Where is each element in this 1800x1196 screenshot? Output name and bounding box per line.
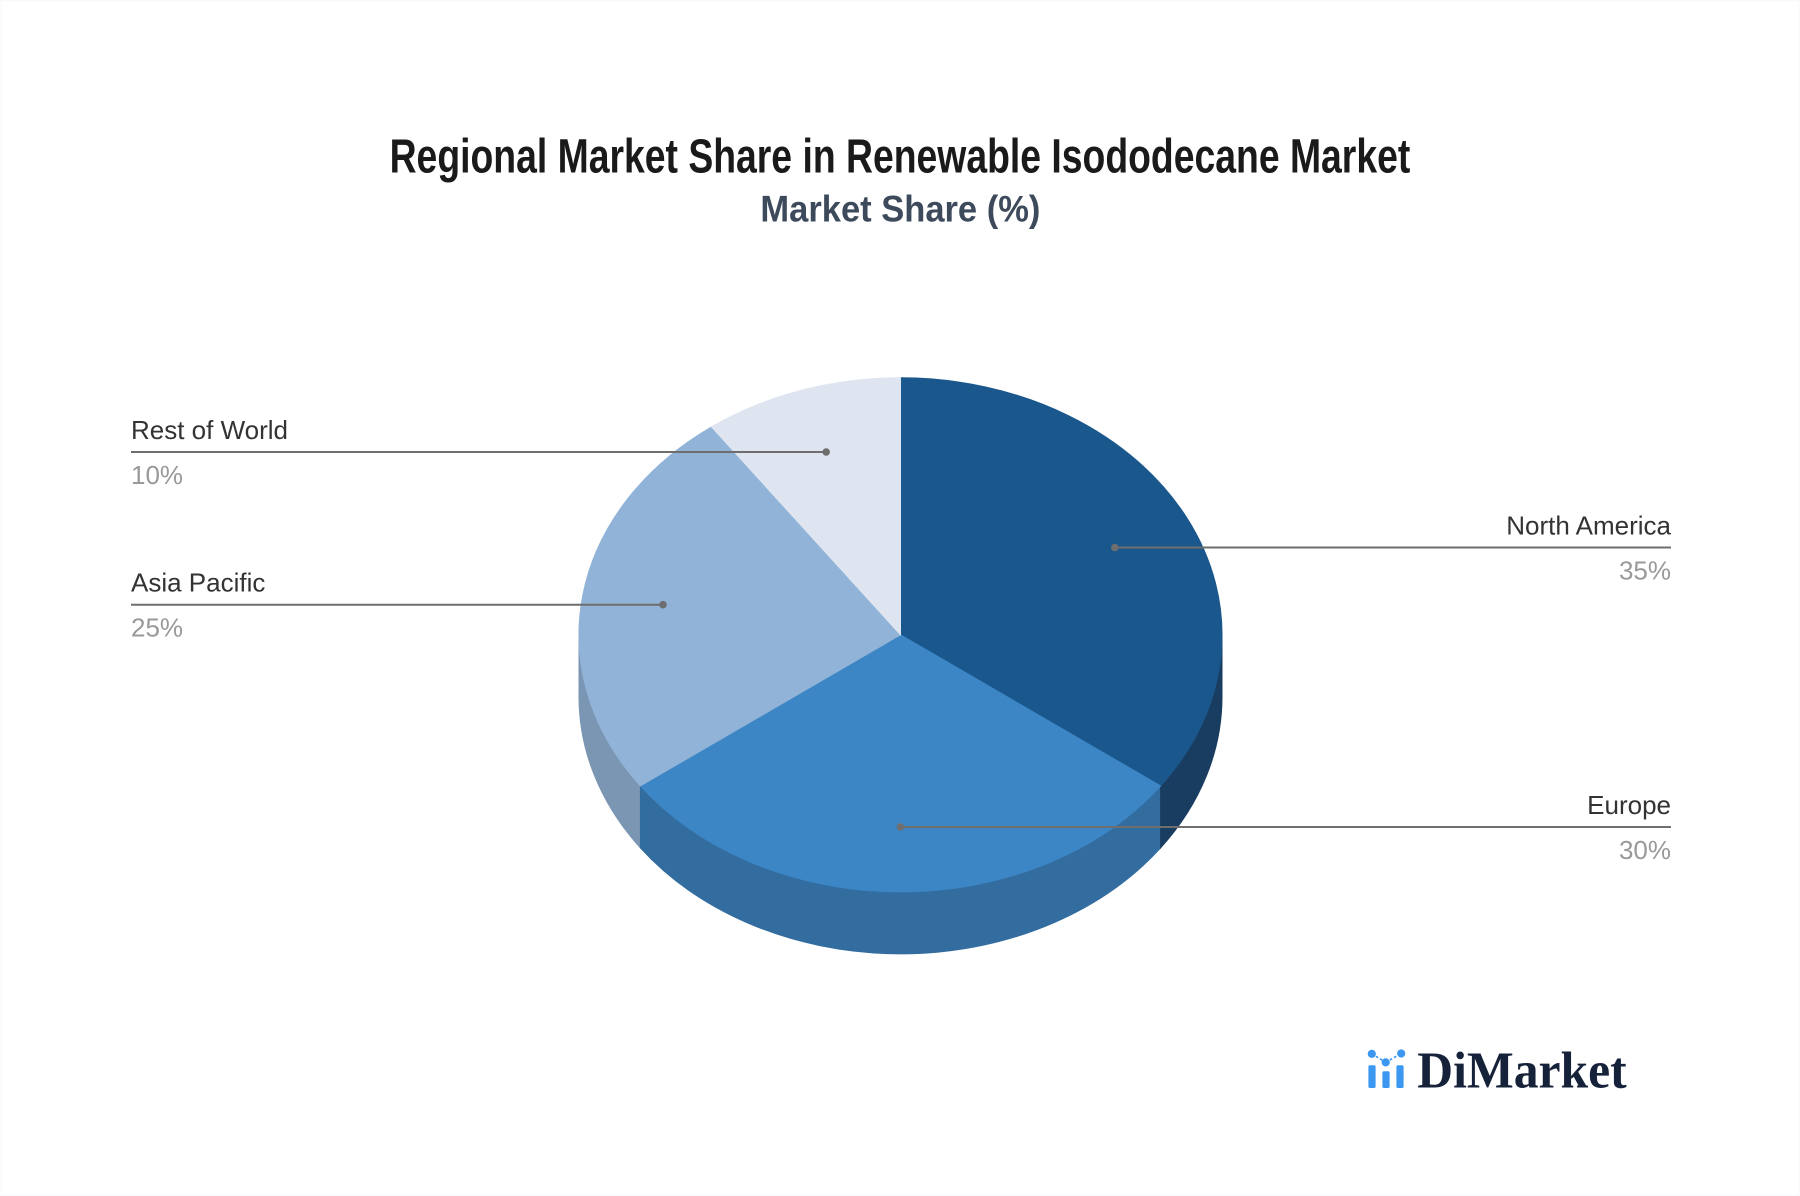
svg-text:Europe: Europe: [1587, 790, 1671, 820]
svg-text:Rest of World: Rest of World: [131, 415, 288, 445]
svg-text:North America: North America: [1506, 510, 1671, 540]
svg-text:Regional Market Share in Renew: Regional Market Share in Renewable Isodo…: [390, 130, 1411, 183]
svg-text:Market Share (%): Market Share (%): [760, 187, 1040, 229]
svg-text:25%: 25%: [131, 613, 183, 643]
svg-text:DiMarket: DiMarket: [1417, 1043, 1627, 1100]
svg-text:30%: 30%: [1619, 835, 1671, 865]
svg-text:10%: 10%: [131, 460, 183, 490]
svg-text:Asia Pacific: Asia Pacific: [131, 568, 265, 598]
svg-text:35%: 35%: [1619, 555, 1671, 585]
